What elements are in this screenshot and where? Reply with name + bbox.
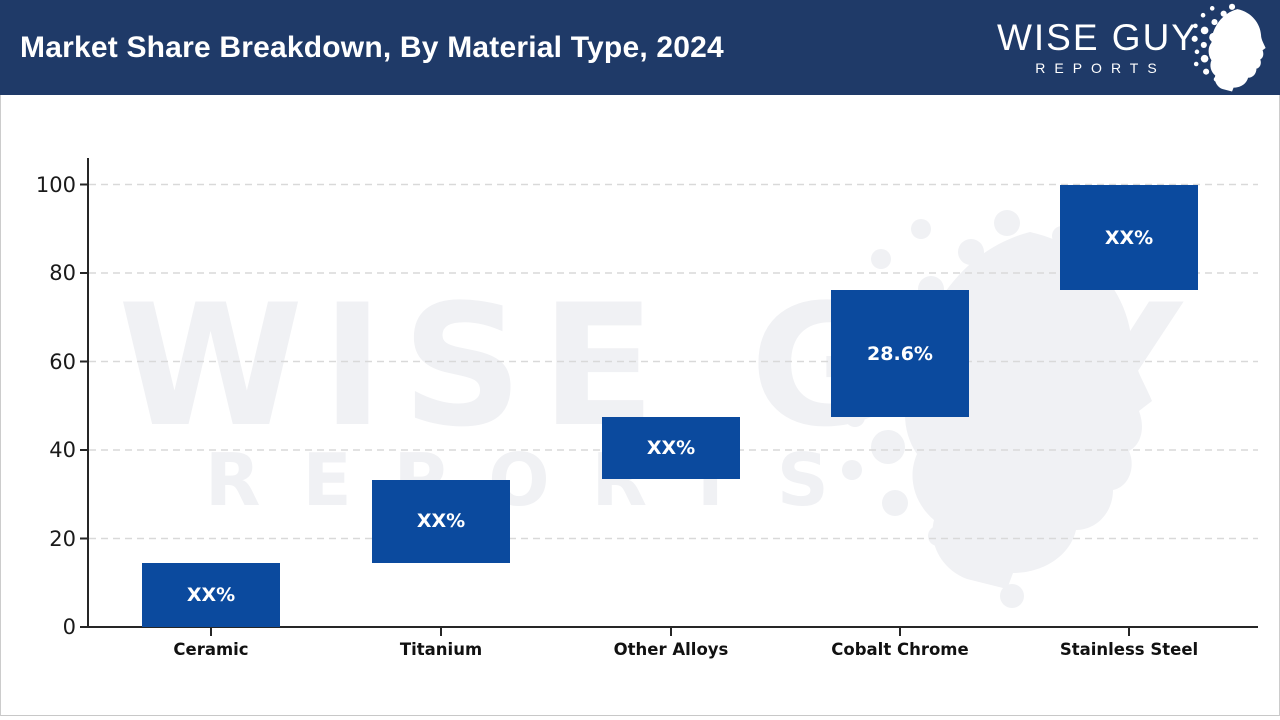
logo-line2: REPORTS — [1035, 60, 1166, 76]
logo-wordmark: WISE GUY REPORTS — [997, 19, 1198, 76]
bar-ceramic: XX% — [142, 562, 280, 627]
header: Market Share Breakdown, By Material Type… — [0, 0, 1280, 95]
y-tick-label: 80 — [49, 261, 76, 285]
category-label: Ceramic — [173, 640, 249, 659]
logo-line1: WISE GUY — [996, 17, 1198, 58]
dotted-head-icon — [1191, 3, 1266, 91]
y-tick-label: 100 — [35, 172, 76, 197]
y-tick-label: 40 — [49, 438, 76, 462]
y-tick-label: 20 — [49, 526, 76, 551]
category-label: Stainless Steel — [1059, 640, 1199, 659]
bar-value-label: XX% — [646, 437, 696, 459]
category-label: Other Alloys — [613, 640, 729, 659]
bar-stainless-steel: XX% — [1060, 185, 1198, 291]
bar-titanium: XX% — [372, 480, 510, 563]
bar-value-label: XX% — [1104, 226, 1154, 249]
category-label: Cobalt Chrome — [831, 640, 969, 659]
bar-cobalt-chrome: 28.6% — [831, 290, 969, 417]
bar-value-label: XX% — [416, 510, 466, 533]
wise-guy-logo: WISE GUY REPORTS — [997, 3, 1270, 93]
category-label: Titanium — [399, 640, 483, 659]
bar-value-label: 28.6% — [867, 342, 933, 365]
bar-other-alloys: XX% — [602, 416, 740, 480]
y-tick-label: 60 — [49, 349, 76, 374]
y-tick-label: 0 — [62, 615, 76, 639]
page-title: Market Share Breakdown, By Material Type… — [20, 30, 724, 64]
bar-value-label: XX% — [186, 583, 236, 606]
